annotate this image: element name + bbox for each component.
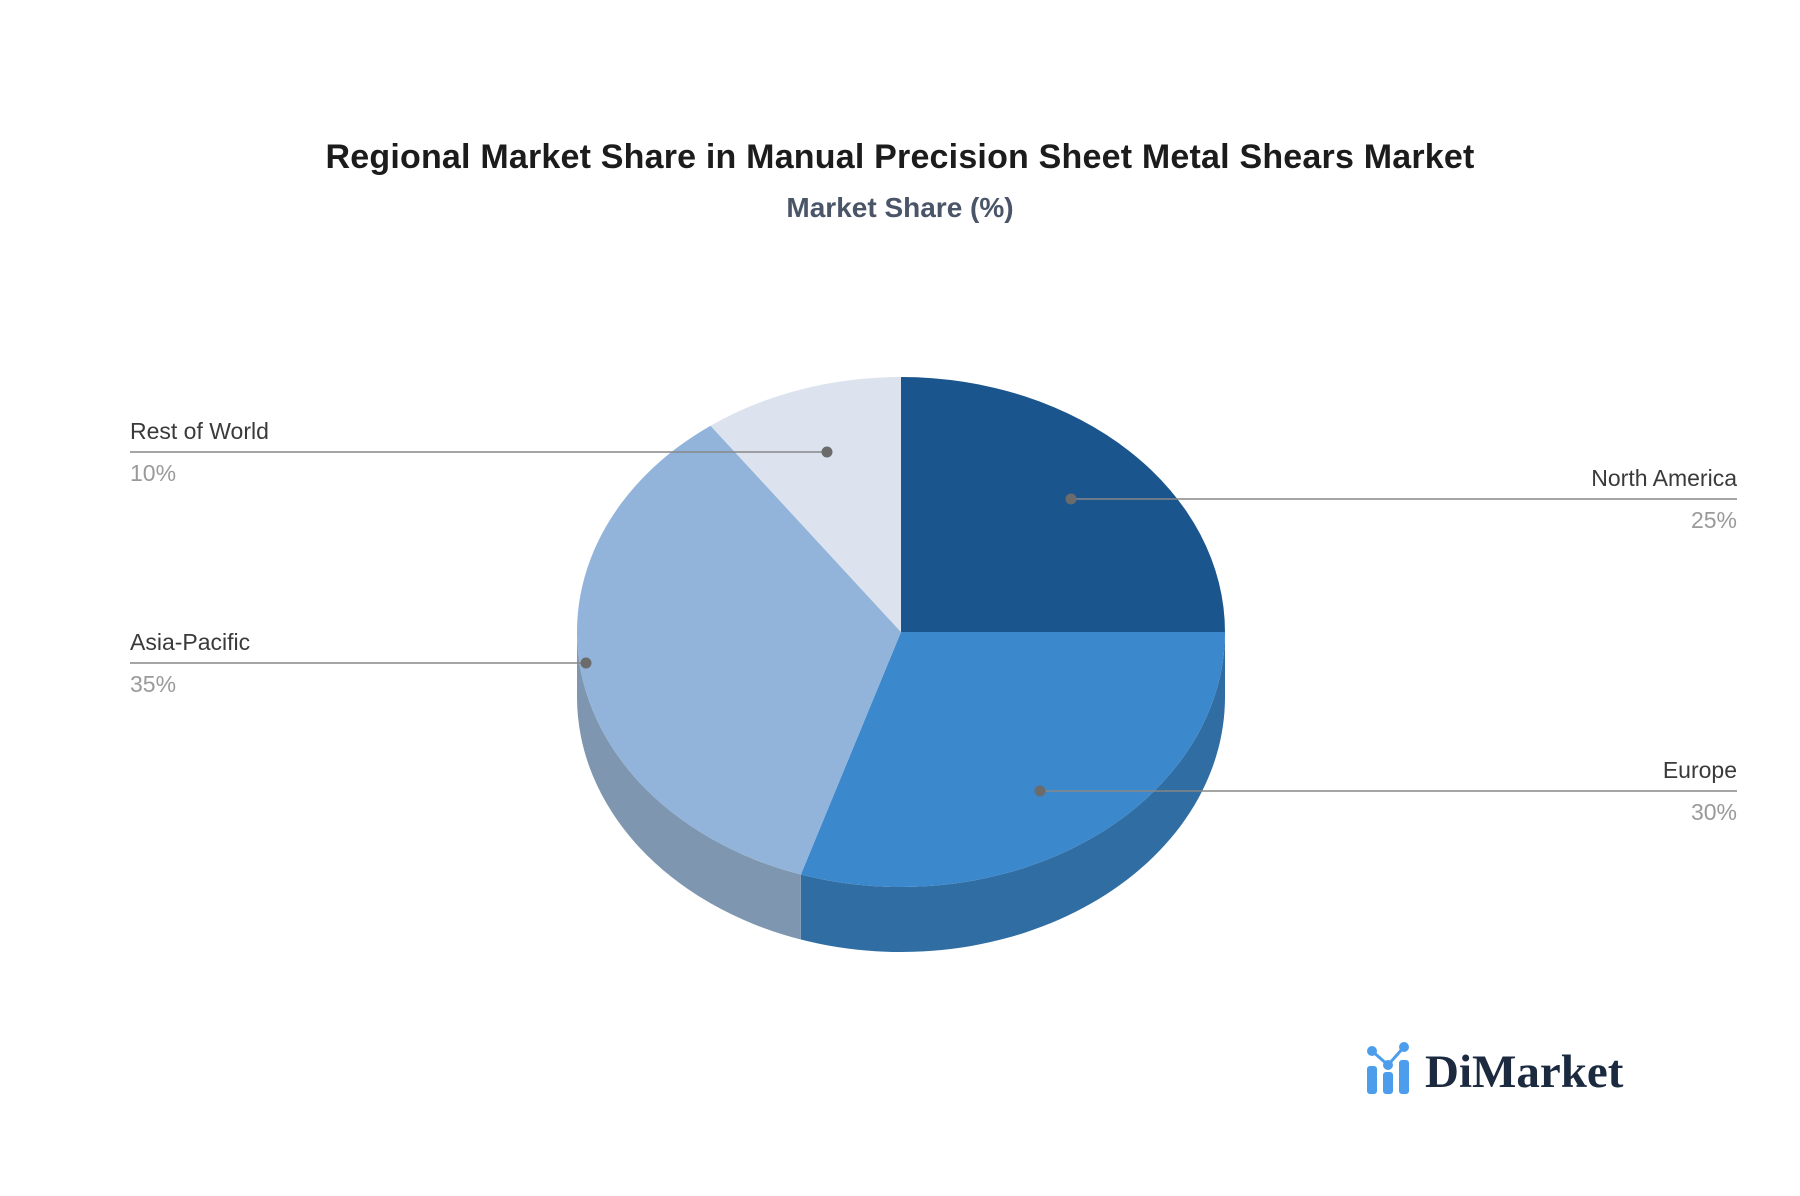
callout-label: Europe — [1662, 757, 1737, 783]
bar-line-chart-icon-part — [1399, 1060, 1409, 1094]
callout-rest-of-world: Rest of World 10% — [130, 417, 269, 487]
callout-north-america: North America 25% — [1591, 464, 1737, 534]
callout-label: Asia-Pacific — [130, 629, 251, 655]
callout-dot-north-america — [1065, 493, 1077, 505]
bar-line-chart-icon-part — [1367, 1066, 1377, 1094]
pie-slice-north-america[interactable] — [901, 377, 1225, 632]
callout-label: North America — [1591, 465, 1737, 491]
callout-label: Rest of World — [130, 418, 269, 444]
bar-line-chart-icon-part — [1399, 1042, 1409, 1052]
callout-dot-asia-pacific — [580, 657, 592, 669]
bar-line-chart-icon-part — [1383, 1060, 1393, 1070]
brand-logo: DiMarket — [1365, 1040, 1623, 1096]
pie-slice-rest-of-world[interactable] — [710, 377, 901, 632]
chart-subtitle: Market Share (%) — [786, 192, 1014, 223]
pie-slice-side-europe — [800, 632, 1225, 952]
chart-title: Regional Market Share in Manual Precisio… — [325, 138, 1475, 176]
callout-dot-europe — [1034, 785, 1046, 797]
callout-dot-rest-of-world — [821, 446, 833, 458]
bar-line-chart-icon — [1367, 1042, 1409, 1094]
pie-slice-side-asia-pacific — [577, 632, 801, 940]
bar-line-chart-icon-part — [1367, 1046, 1377, 1056]
pie-slice-asia-pacific[interactable] — [577, 425, 901, 875]
pie-slice-europe[interactable] — [800, 632, 1225, 888]
callout-asia-pacific: Asia-Pacific 35% — [130, 628, 250, 698]
callout-value: 30% — [1690, 799, 1737, 825]
callout-europe: Europe 30% — [1663, 756, 1737, 826]
brand-name: DiMarket — [1425, 1046, 1624, 1098]
bar-line-chart-icon-part — [1383, 1072, 1393, 1094]
callout-value: 25% — [1690, 507, 1737, 533]
callout-value: 10% — [130, 460, 177, 486]
callout-value: 35% — [130, 671, 177, 697]
